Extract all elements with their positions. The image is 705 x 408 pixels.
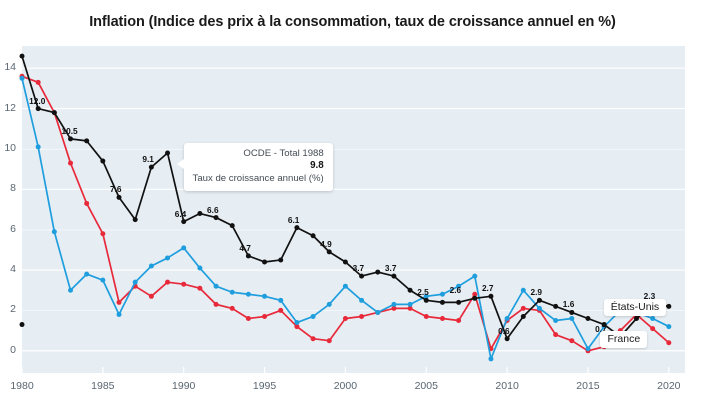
data-label: 6.1	[287, 214, 300, 225]
tooltip-header: OCDE - Total 1988	[243, 147, 324, 159]
chart-title: Inflation (Indice des prix à la consomma…	[89, 14, 616, 30]
data-label: 1.6	[562, 299, 575, 310]
y-tick-10: 10	[4, 141, 16, 154]
y-tick-8: 8	[10, 182, 16, 195]
data-label: 0.7	[595, 323, 607, 334]
data-label: 6.4	[174, 208, 187, 219]
data-label: 10.5	[61, 125, 78, 136]
data-label: 4.7	[239, 242, 251, 253]
x-tick-1985: 1985	[91, 380, 115, 392]
data-label: 2.7	[481, 283, 494, 294]
data-label: 4.9	[320, 238, 332, 249]
data-label: 2.3	[643, 291, 656, 302]
data-label: 6.6	[207, 204, 219, 215]
y-tick-6: 6	[10, 222, 16, 235]
x-tick-1990: 1990	[172, 380, 196, 392]
tooltip-subtitle: Taux de croissance annuel (%)	[192, 172, 324, 184]
series-label--tats-unis: États-Unis	[603, 299, 667, 317]
plot-svg	[19, 46, 685, 373]
x-tick-2010: 2010	[495, 380, 519, 392]
y-tick-12: 12	[4, 101, 16, 114]
data-label: 3.7	[352, 263, 365, 274]
data-label: 12.0	[29, 95, 46, 106]
data-label: 7.6	[110, 184, 122, 195]
data-label: 2.6	[449, 285, 462, 296]
series-label-france: France	[600, 330, 648, 348]
data-label: 0.6	[498, 325, 510, 336]
data-label: 2.5	[417, 287, 429, 298]
data-label: 9.1	[142, 154, 154, 165]
x-tick-2015: 2015	[576, 380, 600, 392]
x-tick-2000: 2000	[333, 380, 358, 392]
data-label: 3.7	[384, 263, 397, 274]
y-tick-4: 4	[10, 263, 16, 276]
tooltip-pointer-icon	[176, 158, 184, 169]
tooltip-value: 9.8	[310, 160, 324, 172]
x-tick-2020: 2020	[657, 380, 681, 392]
y-tick-14: 14	[4, 61, 16, 74]
y-tick-0: 0	[10, 343, 16, 356]
x-tick-1980: 1980	[10, 380, 34, 392]
chart-tooltip: OCDE - Total 1988 9.8 Taux de croissance…	[183, 142, 333, 192]
plot-area[interactable]	[19, 46, 685, 373]
x-tick-2005: 2005	[414, 380, 438, 392]
data-label: 2.9	[530, 287, 542, 298]
x-tick-1995: 1995	[252, 380, 277, 392]
y-tick-2: 2	[10, 303, 16, 316]
